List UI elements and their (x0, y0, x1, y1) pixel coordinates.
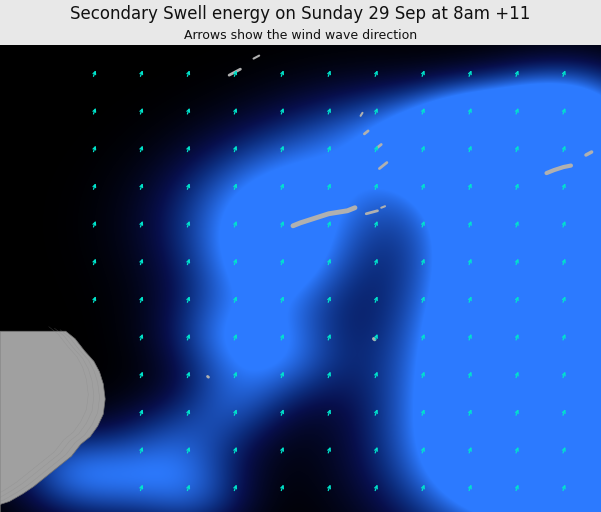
Text: Secondary Swell energy on Sunday 29 Sep at 8am +11: Secondary Swell energy on Sunday 29 Sep … (70, 6, 531, 24)
Polygon shape (0, 331, 105, 512)
Text: Arrows show the wind wave direction: Arrows show the wind wave direction (184, 29, 417, 41)
